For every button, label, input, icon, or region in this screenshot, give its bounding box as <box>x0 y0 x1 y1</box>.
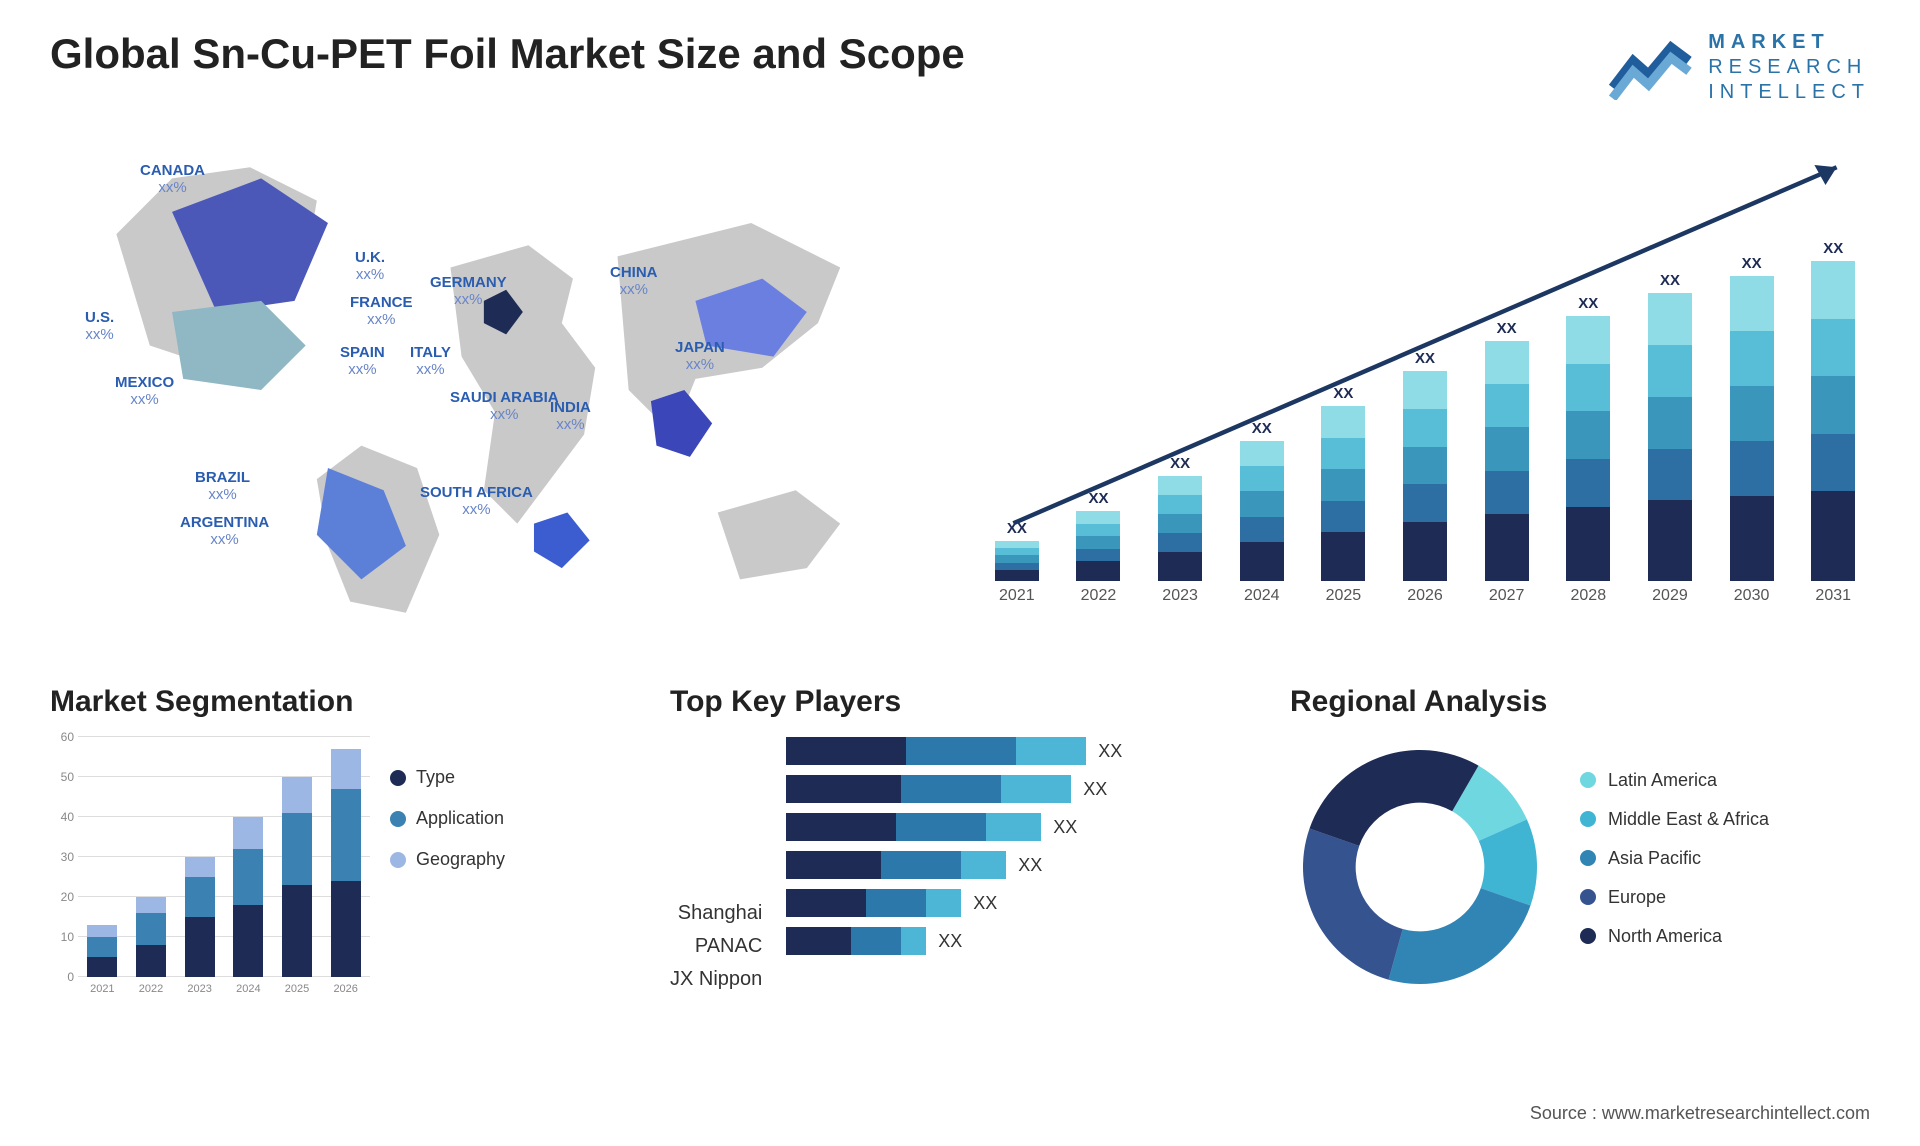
map-country-label: ARGENTINAxx% <box>180 515 269 548</box>
map-country-label: GERMANYxx% <box>430 275 507 308</box>
forecast-bar-chart: XX2021XX2022XX2023XX2024XX2025XX2026XX20… <box>980 145 1870 635</box>
world-map: CANADAxx% U.S.xx% MEXICOxx% BRAZILxx% ARGENT… <box>50 145 940 635</box>
regional-title: Regional Analysis <box>1290 685 1870 719</box>
regional-legend: Latin AmericaMiddle East & AfricaAsia Pa… <box>1580 770 1769 965</box>
regional-donut-chart <box>1290 737 1550 997</box>
regional-panel: Regional Analysis Latin AmericaMiddle Ea… <box>1290 685 1870 1035</box>
map-country-label: BRAZILxx% <box>195 470 250 503</box>
map-country-label: U.K.xx% <box>355 250 385 283</box>
key-player-labels: ShanghaiPANACJX Nippon <box>670 737 762 997</box>
logo-mark-icon <box>1608 30 1698 105</box>
brand-logo: MARKET RESEARCH INTELLECT <box>1608 30 1870 105</box>
source-attribution: Source : www.marketresearchintellect.com <box>1530 1103 1870 1124</box>
map-country-label: CANADAxx% <box>140 163 205 196</box>
key-players-title: Top Key Players <box>670 685 1250 719</box>
map-country-label: JAPANxx% <box>675 340 725 373</box>
map-country-label: CHINAxx% <box>610 265 658 298</box>
segmentation-legend: TypeApplicationGeography <box>390 767 505 890</box>
key-players-bar-chart: XXXXXXXXXXXX <box>786 737 1122 997</box>
map-country-label: SPAINxx% <box>340 345 385 378</box>
map-country-label: INDIAxx% <box>550 400 591 433</box>
map-country-label: U.S.xx% <box>85 310 114 343</box>
logo-text: MARKET RESEARCH INTELLECT <box>1708 30 1870 105</box>
key-players-panel: Top Key Players ShanghaiPANACJX Nippon X… <box>670 685 1250 1035</box>
map-country-label: SOUTH AFRICAxx% <box>420 485 533 518</box>
map-country-label: FRANCExx% <box>350 295 413 328</box>
map-country-label: SAUDI ARABIAxx% <box>450 390 559 423</box>
segmentation-title: Market Segmentation <box>50 685 630 719</box>
page-title: Global Sn-Cu-PET Foil Market Size and Sc… <box>50 30 965 78</box>
map-country-label: ITALYxx% <box>410 345 451 378</box>
segmentation-bar-chart: 0102030405060 202120222023202420252026 <box>50 737 370 997</box>
segmentation-panel: Market Segmentation 0102030405060 202120… <box>50 685 630 1035</box>
map-country-label: MEXICOxx% <box>115 375 174 408</box>
